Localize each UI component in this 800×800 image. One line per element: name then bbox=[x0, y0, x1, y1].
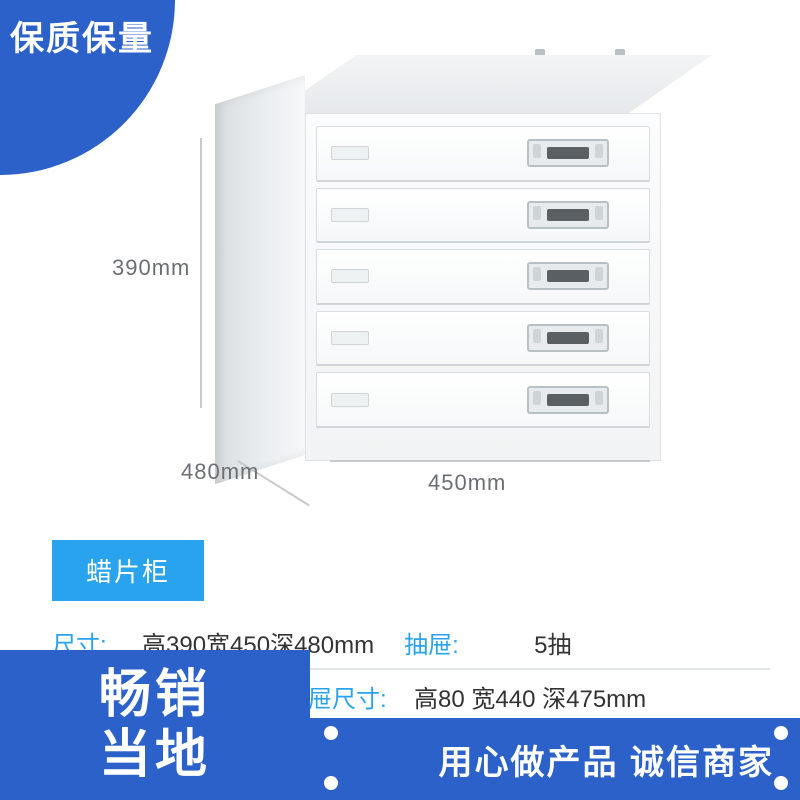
rivet-icon bbox=[324, 776, 338, 790]
drawer-handle bbox=[527, 262, 609, 290]
cabinet-side bbox=[215, 75, 305, 484]
drawer bbox=[316, 372, 650, 428]
drawer bbox=[316, 188, 650, 244]
rivet-icon bbox=[774, 726, 788, 740]
badge-text: 保质保量 bbox=[10, 18, 154, 60]
dim-depth-label: 480mm bbox=[181, 459, 259, 485]
drawer-handle bbox=[527, 201, 609, 229]
drawer-label-plate bbox=[331, 146, 369, 160]
drawer-label-plate bbox=[331, 331, 369, 345]
dim-width-label: 450mm bbox=[428, 470, 506, 496]
drawer-handle bbox=[527, 139, 609, 167]
dim-line-height bbox=[200, 138, 202, 408]
rivet-icon bbox=[324, 726, 338, 740]
category-tag: 蜡片柜 bbox=[52, 540, 204, 601]
spec-value: 5抽 bbox=[534, 625, 571, 660]
drawer-label-plate bbox=[331, 393, 369, 407]
drawer-label-plate bbox=[331, 208, 369, 222]
drawer bbox=[316, 311, 650, 367]
cabinet-top bbox=[273, 55, 712, 113]
banner-bottom-left: 畅销 当地 bbox=[0, 650, 310, 800]
spec-value: 高80 宽440 深475mm bbox=[414, 679, 646, 714]
cabinet-front bbox=[305, 113, 661, 461]
spec-label: 抽屉: bbox=[404, 625, 534, 660]
rivet-icon bbox=[774, 776, 788, 790]
drawer bbox=[316, 126, 650, 182]
cabinet-illustration bbox=[215, 55, 695, 485]
product-infographic: 保质保量 bbox=[0, 0, 800, 800]
banner-bottom-right-text: 用心做产品 诚信商家 bbox=[439, 735, 774, 784]
dim-line-width bbox=[330, 460, 650, 462]
banner-bottom-left-text: 畅销 当地 bbox=[99, 665, 211, 785]
drawer-handle bbox=[527, 386, 609, 414]
drawer-handle bbox=[527, 324, 609, 352]
drawer bbox=[316, 249, 650, 305]
drawer-label-plate bbox=[331, 269, 369, 283]
quality-badge: 保质保量 bbox=[0, 0, 175, 175]
dim-height-label: 390mm bbox=[112, 255, 190, 281]
